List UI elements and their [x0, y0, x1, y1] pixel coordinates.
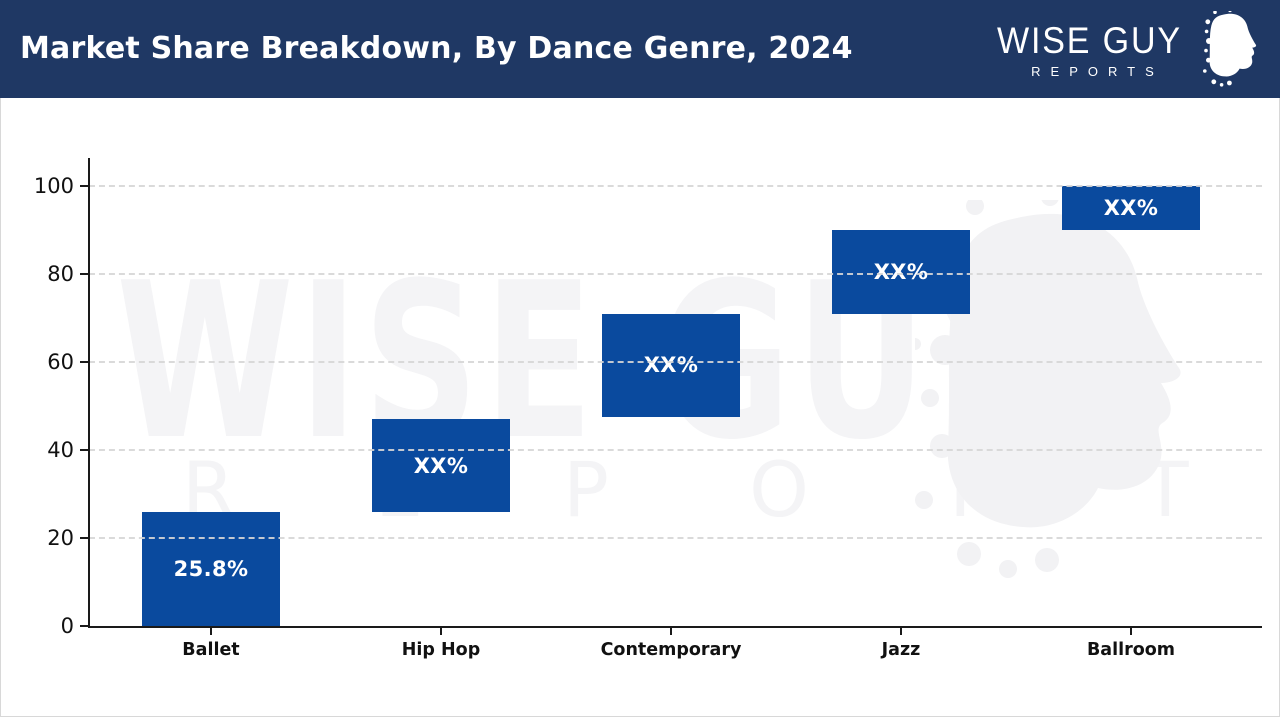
gridline-60	[89, 361, 1262, 363]
y-tick-label: 0	[60, 614, 74, 638]
y-tick	[80, 273, 89, 275]
x-tick-label: Hip Hop	[401, 640, 481, 660]
y-tick-label: 80	[47, 262, 74, 286]
header-bar: Market Share Breakdown, By Dance Genre, …	[0, 0, 1280, 98]
y-tick-label: 20	[47, 526, 74, 550]
bar-label: XX%	[643, 353, 699, 378]
gridline-20	[89, 537, 1262, 539]
y-tick	[80, 185, 89, 187]
logo: WISE GUY REPORTS	[997, 8, 1264, 92]
x-tick-label: Jazz	[881, 640, 921, 660]
logo-primary-text: WISE GUY	[996, 20, 1182, 62]
page-title: Market Share Breakdown, By Dance Genre, …	[20, 31, 853, 66]
x-axis	[88, 626, 1262, 628]
gridline-100	[89, 185, 1262, 187]
x-tick-label: Ballroom	[1086, 640, 1176, 660]
x-tick	[210, 628, 212, 635]
logo-text: WISE GUY REPORTS	[996, 20, 1198, 79]
x-tick	[900, 628, 902, 635]
bar-label: XX%	[873, 259, 929, 284]
gridline-40	[89, 449, 1262, 451]
y-tick	[80, 625, 89, 627]
y-tick	[80, 449, 89, 451]
y-tick	[80, 537, 89, 539]
bar-ballet: 25.8%	[142, 512, 280, 626]
y-axis	[88, 158, 90, 628]
bar-ballroom: XX%	[1062, 186, 1200, 230]
x-tick	[440, 628, 442, 635]
x-tick-label: Contemporary	[600, 640, 742, 660]
x-tick	[1130, 628, 1132, 635]
y-tick	[80, 361, 89, 363]
y-tick-label: 40	[47, 438, 74, 462]
bar-contemporary: XX%	[602, 313, 740, 417]
watermark-face-icon	[915, 200, 1181, 578]
x-tick-label: Ballet	[182, 640, 240, 660]
y-tick-label: 100	[33, 174, 74, 198]
bar-label: 25.8%	[173, 557, 249, 582]
logo-secondary-text: REPORTS	[1031, 63, 1164, 79]
bar-label: XX%	[1103, 196, 1159, 220]
logo-face-icon	[1203, 11, 1257, 87]
bar-jazz: XX%	[832, 230, 970, 314]
y-tick-label: 60	[47, 350, 74, 374]
bar-hip-hop: XX%	[372, 419, 510, 513]
gridline-80	[89, 273, 1262, 275]
x-tick	[670, 628, 672, 635]
bar-label: XX%	[413, 453, 469, 478]
